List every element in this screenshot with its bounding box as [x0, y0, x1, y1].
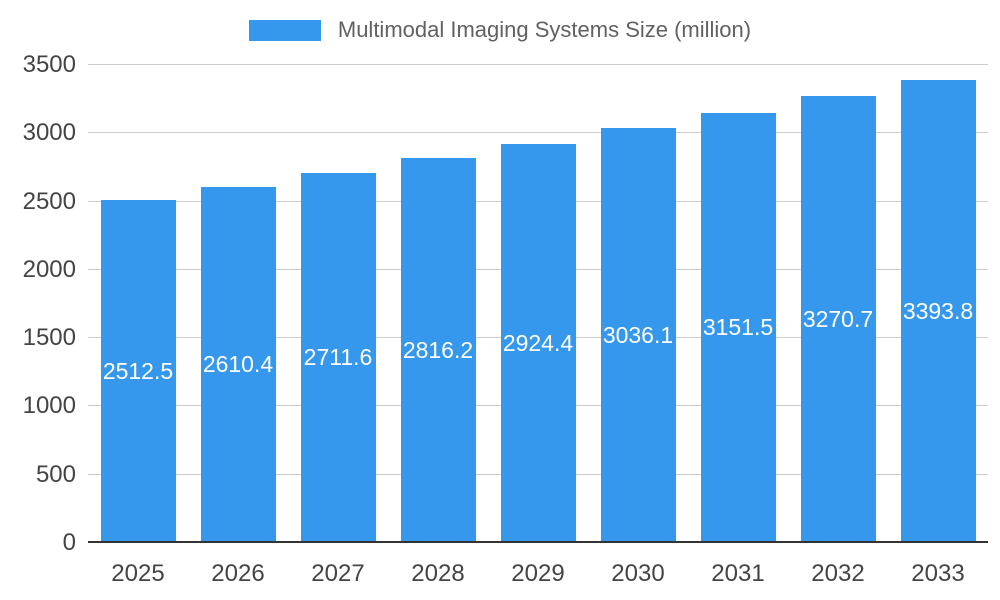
y-tick-label: 3500 — [22, 51, 76, 78]
bar-value-label: 3270.7 — [802, 306, 874, 333]
y-tick-label: 0 — [62, 529, 76, 556]
bar-2033[interactable]: 3393.8 — [900, 79, 976, 543]
bar-2029[interactable]: 2924.4 — [500, 143, 576, 543]
bar-2025[interactable]: 2512.5 — [100, 199, 176, 543]
y-tick-label: 3000 — [22, 119, 76, 147]
bar-value-label: 3151.5 — [702, 314, 774, 341]
x-tick-label: 2031 — [711, 560, 765, 587]
bar-2028[interactable]: 2816.2 — [400, 158, 476, 543]
bar-value-label: 2711.6 — [303, 344, 373, 371]
x-axis-baseline — [88, 541, 988, 543]
y-tick-label: 2000 — [22, 255, 76, 283]
bar-value-label: 2610.4 — [202, 351, 274, 378]
x-tick-label: 2029 — [511, 560, 565, 587]
x-tick-label: 2032 — [811, 560, 865, 587]
bar-2030[interactable]: 3036.1 — [600, 128, 676, 543]
x-tick-label: 2027 — [311, 560, 365, 587]
gridline — [88, 64, 988, 65]
bar-2032[interactable]: 3270.7 — [800, 96, 876, 543]
y-axis: 0 500 1000 1500 2000 2500 3000 3500 — [0, 51, 76, 556]
plot-area: 2512.5 2610.4 2711.6 2816.2 2924.4 3036.1 3151… — [88, 64, 988, 543]
bar-2031[interactable]: 3151.5 — [700, 112, 776, 543]
y-tick-label: 2500 — [22, 187, 76, 215]
legend-label: Multimodal Imaging Systems Size (million… — [337, 17, 752, 42]
bar-2026[interactable]: 2610.4 — [200, 186, 276, 543]
x-axis: 2025 2026 2027 2028 2029 2030 2031 2032 2033 — [88, 558, 988, 590]
chart-legend: Multimodal Imaging Systems Size (million… — [0, 16, 1000, 44]
x-tick-label: 2030 — [611, 560, 665, 587]
y-tick-label: 1000 — [22, 392, 76, 420]
bar-value-label: 2816.2 — [402, 337, 474, 364]
bar-value-label: 2924.4 — [502, 329, 574, 356]
bar-value-label: 3393.8 — [902, 297, 974, 324]
x-tick-label: 2028 — [411, 560, 465, 587]
x-tick-label: 2025 — [111, 560, 165, 587]
x-tick-label: 2026 — [211, 560, 265, 587]
bar-value-label: 3036.1 — [602, 322, 674, 349]
y-tick-label: 1500 — [22, 324, 76, 352]
gridline — [88, 132, 988, 134]
bar-2027[interactable]: 2711.6 — [300, 172, 376, 543]
x-tick-label: 2033 — [911, 560, 965, 587]
legend-swatch-icon — [248, 19, 321, 41]
bar-value-label: 2512.5 — [102, 357, 174, 384]
y-tick-label: 500 — [35, 460, 76, 488]
